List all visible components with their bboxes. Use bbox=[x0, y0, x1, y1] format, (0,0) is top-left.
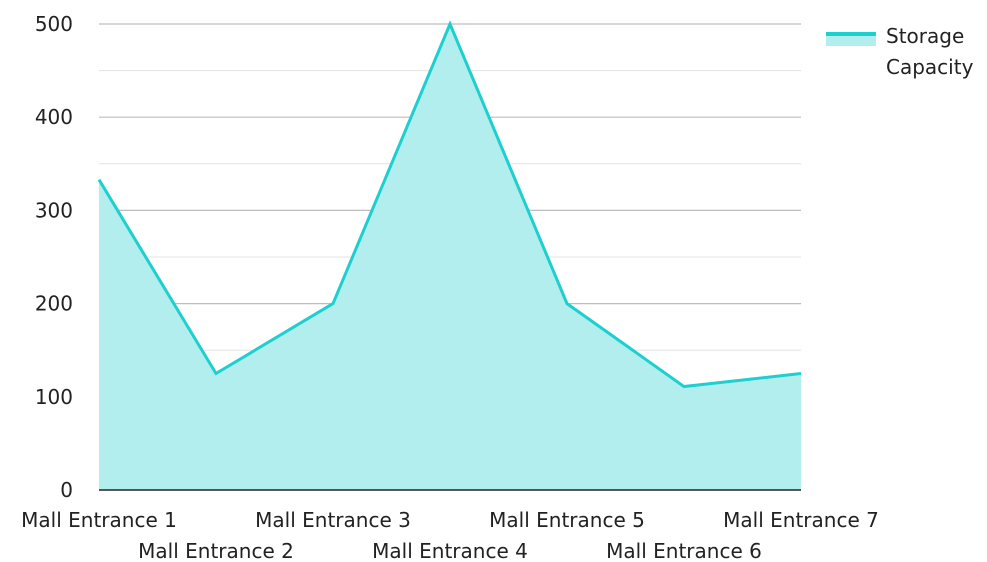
legend-swatch bbox=[826, 34, 876, 46]
x-tick-label: Mall Entrance 1 bbox=[21, 508, 177, 532]
legend-label-line-1: Storage bbox=[886, 24, 964, 48]
x-tick-label: Mall Entrance 2 bbox=[138, 539, 294, 562]
series-area bbox=[99, 24, 801, 490]
x-tick-label: Mall Entrance 3 bbox=[255, 508, 411, 532]
y-tick-label: 300 bbox=[35, 198, 73, 222]
y-tick-label: 100 bbox=[35, 385, 73, 409]
x-axis-tick-labels: Mall Entrance 1 Mall Entrance 2 Mall Entra… bbox=[21, 508, 879, 562]
x-tick-label: Mall Entrance 7 bbox=[723, 508, 879, 532]
y-tick-label: 0 bbox=[60, 478, 73, 502]
y-tick-label: 200 bbox=[35, 292, 73, 316]
x-tick-label: Mall Entrance 5 bbox=[489, 508, 645, 532]
legend: Storage Capacity bbox=[826, 24, 974, 79]
x-tick-label: Mall Entrance 4 bbox=[372, 539, 528, 562]
series-line bbox=[97, 20, 802, 389]
x-tick-label: Mall Entrance 6 bbox=[606, 539, 762, 562]
legend-label-line-2: Capacity bbox=[886, 55, 974, 79]
y-tick-label: 500 bbox=[35, 12, 73, 36]
y-tick-label: 400 bbox=[35, 105, 73, 129]
y-axis-tick-labels: 0 100 200 300 400 500 bbox=[35, 12, 73, 502]
